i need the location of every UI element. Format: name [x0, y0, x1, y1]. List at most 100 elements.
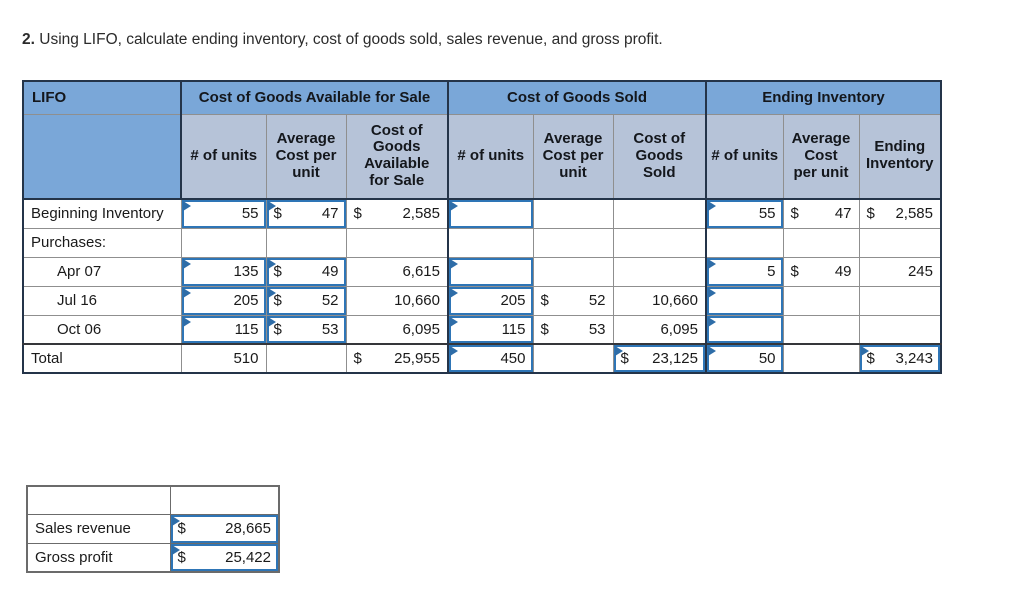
currency-symbol: $ [273, 320, 282, 338]
cell-value: 135 [233, 263, 259, 280]
group-header-ending-inventory: Ending Inventory [705, 80, 942, 115]
table-row: Purchases: [22, 227, 942, 258]
value-cell [705, 227, 784, 258]
column-header-cost-available: Cost of Goods Available for Sale [345, 113, 449, 200]
input-cell[interactable]: 450 [447, 343, 534, 374]
value-cell [782, 227, 860, 258]
input-flag-icon [267, 258, 276, 269]
cell-value: 10,660 [394, 292, 440, 309]
cell-value: 23,125 [652, 350, 698, 367]
lifo-table-body: Beginning Inventory 55 $47 $2,585 55 $47 $2,58… [22, 198, 942, 374]
value-cell [447, 227, 534, 258]
input-flag-icon [450, 201, 458, 211]
input-flag-icon [708, 287, 716, 298]
value-cell: $25,955 [345, 343, 449, 374]
summary-header-row [26, 485, 280, 515]
row-label: Beginning Inventory [22, 198, 182, 229]
value-cell [858, 285, 942, 316]
value-cell: $53 [532, 314, 614, 345]
input-cell[interactable]: $53 [265, 314, 347, 345]
cell-value: 52 [588, 292, 606, 309]
table-corner-label: LIFO [22, 80, 182, 115]
column-header-avg-cost-ending: Average Cost per unit [782, 113, 860, 200]
table-row: Oct 06 115 $53 6,095 115 $53 6,095 [22, 314, 942, 345]
value-cell [782, 285, 860, 316]
input-cell[interactable]: $28,665 [169, 513, 280, 544]
input-cell[interactable]: 55 [180, 198, 267, 229]
input-cell[interactable]: $23,125 [612, 343, 707, 374]
page-title: 2. Using LIFO, calculate ending inventor… [22, 31, 663, 49]
input-cell[interactable]: $25,422 [169, 542, 280, 573]
cell-value: 205 [233, 292, 259, 309]
input-flag-icon [267, 316, 276, 327]
input-cell[interactable]: 115 [447, 314, 534, 345]
cell-value: 55 [758, 205, 776, 223]
input-cell[interactable]: 5 [705, 256, 784, 287]
input-cell[interactable] [705, 314, 784, 345]
cell-value: 510 [233, 350, 259, 367]
cell-value: 28,665 [225, 520, 271, 537]
cell-value: 205 [500, 292, 526, 309]
value-cell: 6,095 [345, 314, 449, 345]
cell-value: 49 [321, 263, 339, 280]
input-cell[interactable]: $47 [265, 198, 347, 229]
input-flag-icon [171, 515, 180, 526]
cell-value: 10,660 [652, 292, 698, 309]
value-cell [532, 343, 614, 374]
input-cell[interactable]: $49 [265, 256, 347, 287]
value-cell [612, 256, 707, 287]
input-cell[interactable]: $3,243 [858, 343, 942, 374]
cell-value: 6,095 [402, 320, 440, 338]
question-number: 2. [22, 31, 35, 48]
currency-symbol: $ [866, 205, 875, 223]
column-header-avg-cost-available: Average Cost per unit [265, 113, 347, 200]
input-cell[interactable]: 135 [180, 256, 267, 287]
summary-header-value-cell [169, 485, 280, 515]
input-cell[interactable]: 115 [180, 314, 267, 345]
summary-table-body: Sales revenue $28,665 Gross profit $25,422 [26, 513, 280, 573]
input-cell[interactable] [447, 256, 534, 287]
input-flag-icon [860, 346, 869, 356]
column-header-units-sold: # of units [447, 113, 534, 200]
cell-value: 2,585 [895, 205, 933, 223]
table-row: Total 510 $25,955 450 $23,125 50 $3,243 [22, 343, 942, 374]
group-header-row: LIFO Cost of Goods Available for Sale Co… [22, 80, 942, 115]
input-cell[interactable]: 205 [447, 285, 534, 316]
value-cell: 6,095 [612, 314, 707, 345]
input-cell[interactable] [705, 285, 784, 316]
input-cell[interactable] [447, 198, 534, 229]
row-label: Apr 07 [22, 256, 182, 287]
currency-symbol: $ [273, 205, 282, 223]
input-flag-icon [708, 316, 716, 327]
currency-symbol: $ [353, 205, 362, 223]
cell-value: 47 [321, 205, 339, 223]
input-flag-icon [450, 346, 458, 356]
question-text: Using LIFO, calculate ending inventory, … [34, 31, 663, 48]
table-row: Jul 16 205 $52 10,660 205 $52 10,660 [22, 285, 942, 316]
currency-symbol: $ [620, 350, 629, 367]
column-header-units-ending: # of units [705, 113, 784, 200]
cell-value: 55 [241, 205, 259, 223]
cell-value: 115 [501, 320, 526, 338]
currency-symbol: $ [540, 292, 549, 309]
row-label: Purchases: [22, 227, 182, 258]
value-cell [782, 314, 860, 345]
cell-value: 2,585 [402, 205, 440, 223]
cell-value: 25,955 [394, 350, 440, 367]
column-header-units-available: # of units [180, 113, 267, 200]
input-cell[interactable]: 205 [180, 285, 267, 316]
input-flag-icon [182, 201, 191, 211]
cell-value: 53 [588, 320, 606, 338]
input-flag-icon [267, 201, 276, 211]
table-corner-blank [22, 113, 182, 200]
input-cell[interactable]: 55 [705, 198, 784, 229]
summary-row: Sales revenue $28,665 [26, 513, 280, 544]
value-cell: $2,585 [858, 198, 942, 229]
value-cell [265, 343, 347, 374]
input-cell[interactable]: $52 [265, 285, 347, 316]
input-flag-icon [182, 287, 191, 298]
input-flag-icon [708, 346, 716, 356]
input-cell[interactable]: 50 [705, 343, 784, 374]
value-cell: $2,585 [345, 198, 449, 229]
